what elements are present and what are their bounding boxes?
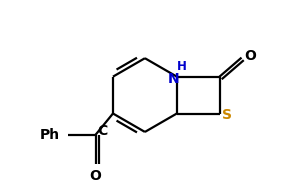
Text: C: C	[97, 124, 108, 138]
Text: O: O	[244, 49, 256, 63]
Text: H: H	[177, 60, 186, 73]
Text: Ph: Ph	[40, 128, 60, 142]
Text: O: O	[89, 169, 101, 183]
Text: N: N	[168, 72, 180, 86]
Text: S: S	[222, 109, 232, 122]
